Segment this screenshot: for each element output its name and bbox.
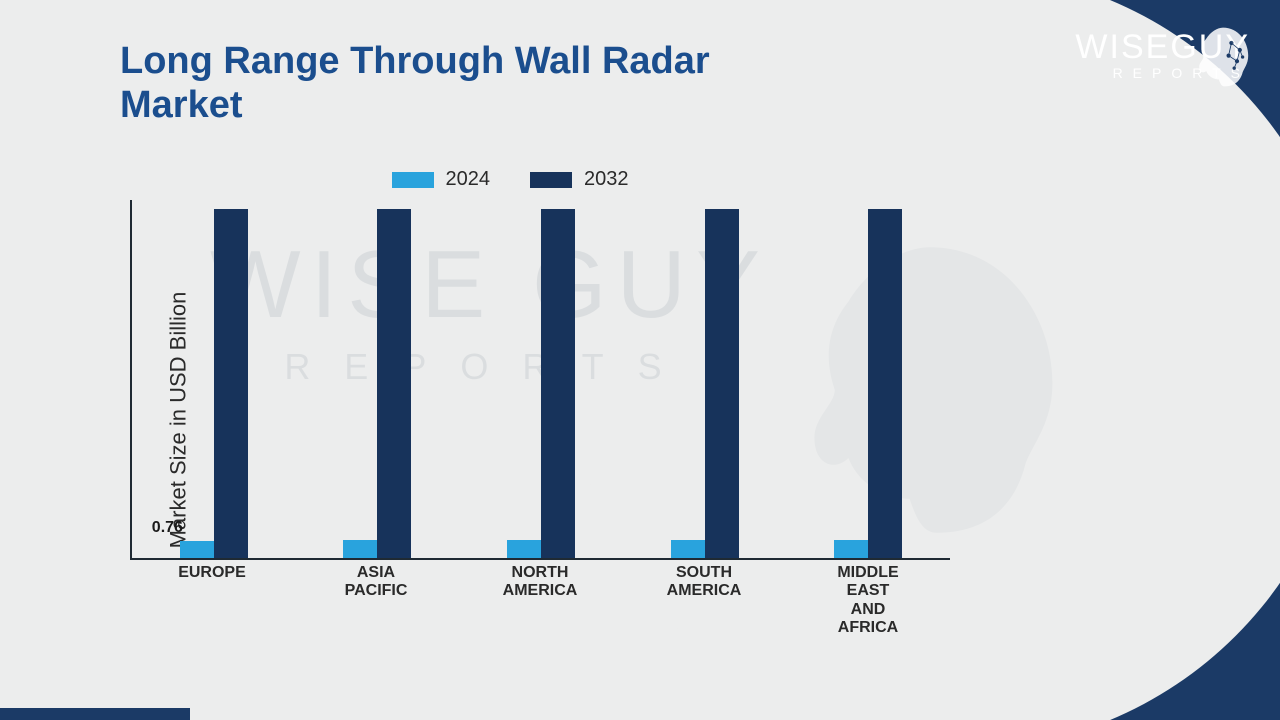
bar-2024 xyxy=(834,540,868,558)
bar-group xyxy=(459,200,623,558)
legend-item-2024: 2024 xyxy=(392,168,491,191)
bar-2032 xyxy=(868,209,902,558)
bar-2032 xyxy=(214,209,248,558)
brand-logo: WISEGUY REPORTS xyxy=(1075,28,1250,81)
legend-label-2024: 2024 xyxy=(446,168,491,191)
legend-swatch-2024 xyxy=(392,172,434,188)
brand-name-main: WISE xyxy=(1075,28,1170,66)
x-axis-category-label: NORTHAMERICA xyxy=(458,564,622,638)
footer-accent-bar xyxy=(0,708,190,720)
plot-area: 0.76 xyxy=(130,200,950,560)
bar-group xyxy=(623,200,787,558)
bar-value-label: 0.76 xyxy=(152,519,183,537)
bar-2024 xyxy=(671,540,705,558)
chart-title: Long Range Through Wall Radar Market xyxy=(120,40,740,127)
bar-2032 xyxy=(705,209,739,558)
legend-label-2032: 2032 xyxy=(584,168,629,191)
bar-group: 0.76 xyxy=(132,200,296,558)
x-axis-category-label: SOUTHAMERICA xyxy=(622,564,786,638)
legend-swatch-2032 xyxy=(530,172,572,188)
bar-2032 xyxy=(541,209,575,558)
x-axis-labels: EUROPEASIAPACIFICNORTHAMERICASOUTHAMERIC… xyxy=(130,564,950,638)
bar-2024 xyxy=(507,540,541,558)
chart-area: Market Size in USD Billion 2024 2032 0.7… xyxy=(60,160,960,680)
bar-group xyxy=(296,200,460,558)
brand-head-icon xyxy=(1188,22,1258,92)
x-axis-category-label: MIDDLEEASTANDAFRICA xyxy=(786,564,950,638)
bar-2024 xyxy=(180,541,214,558)
bar-groups: 0.76 xyxy=(132,200,950,558)
chart-legend: 2024 2032 xyxy=(60,168,960,191)
bar-group xyxy=(786,200,950,558)
bar-2024 xyxy=(343,540,377,558)
bar-2032 xyxy=(377,209,411,558)
x-axis-category-label: EUROPE xyxy=(130,564,294,638)
page-root: WISE GUY REPORTS Long Range Through Wall… xyxy=(0,0,1280,720)
legend-item-2032: 2032 xyxy=(530,168,629,191)
x-axis-category-label: ASIAPACIFIC xyxy=(294,564,458,638)
